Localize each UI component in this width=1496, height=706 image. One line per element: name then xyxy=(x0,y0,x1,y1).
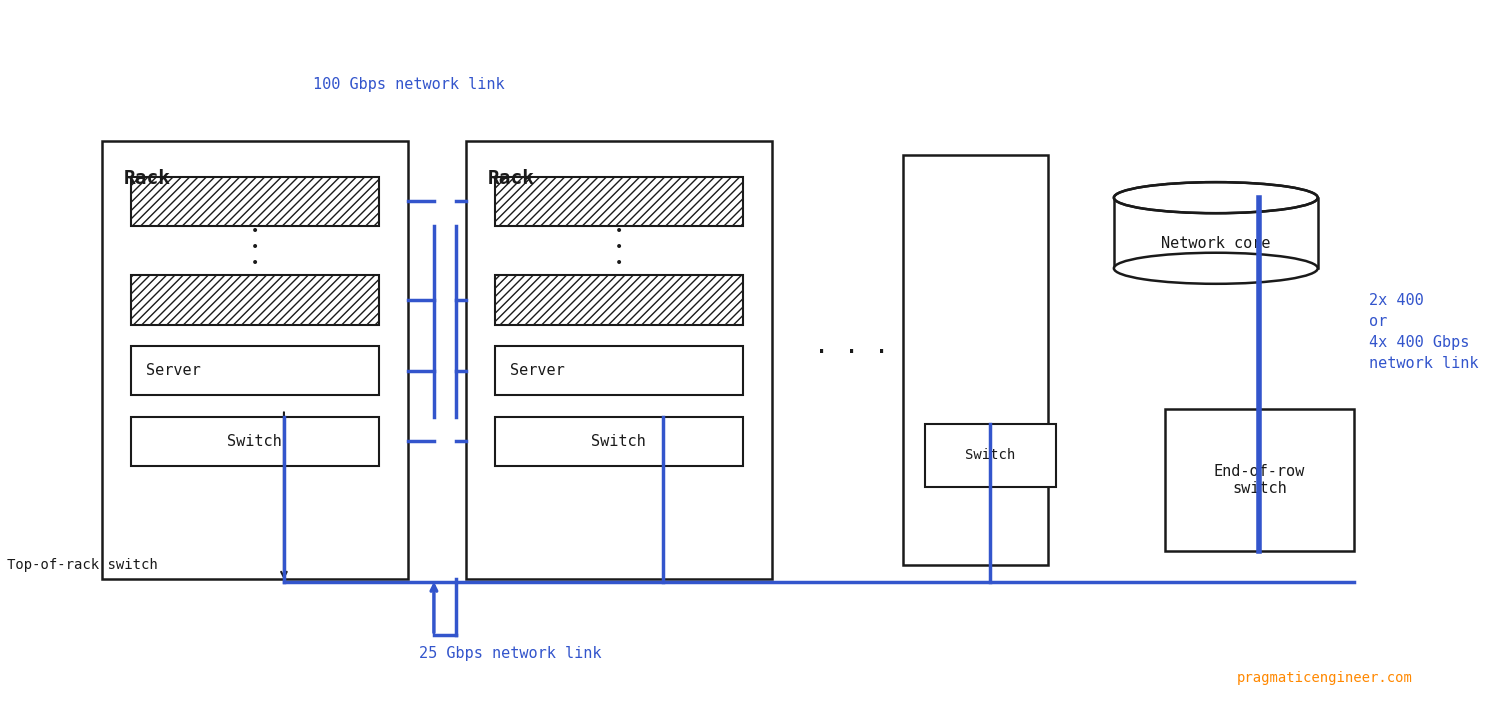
Text: •
•
•: • • • xyxy=(251,224,259,270)
Bar xyxy=(1115,198,1318,268)
Ellipse shape xyxy=(1118,184,1315,212)
Ellipse shape xyxy=(1115,253,1318,284)
FancyBboxPatch shape xyxy=(925,424,1056,487)
Text: pragmaticengineer.com: pragmaticengineer.com xyxy=(1237,671,1412,685)
Text: 2x 400
or
4x 400 Gbps
network link: 2x 400 or 4x 400 Gbps network link xyxy=(1369,293,1478,371)
Text: End-of-row
switch: End-of-row switch xyxy=(1213,464,1305,496)
Text: Network core: Network core xyxy=(1161,236,1270,251)
Ellipse shape xyxy=(1115,182,1318,213)
FancyBboxPatch shape xyxy=(495,275,742,325)
Text: · · ·: · · · xyxy=(814,341,889,365)
Text: Top-of-rack switch: Top-of-rack switch xyxy=(7,558,159,572)
FancyBboxPatch shape xyxy=(495,417,742,466)
Text: Rack: Rack xyxy=(124,169,171,189)
FancyBboxPatch shape xyxy=(902,155,1049,565)
FancyBboxPatch shape xyxy=(1165,409,1354,551)
FancyBboxPatch shape xyxy=(132,176,378,226)
FancyBboxPatch shape xyxy=(495,346,742,395)
Text: Switch: Switch xyxy=(227,433,283,449)
Text: Rack: Rack xyxy=(488,169,534,189)
Text: 25 Gbps network link: 25 Gbps network link xyxy=(419,645,601,661)
FancyBboxPatch shape xyxy=(132,417,378,466)
Text: Server: Server xyxy=(510,363,564,378)
Text: Switch: Switch xyxy=(591,433,646,449)
Text: Switch: Switch xyxy=(965,448,1016,462)
FancyBboxPatch shape xyxy=(132,346,378,395)
Text: •
•
•: • • • xyxy=(615,224,622,270)
FancyBboxPatch shape xyxy=(465,141,772,579)
FancyBboxPatch shape xyxy=(495,176,742,226)
FancyBboxPatch shape xyxy=(102,141,408,579)
Text: 100 Gbps network link: 100 Gbps network link xyxy=(313,77,504,92)
FancyBboxPatch shape xyxy=(132,275,378,325)
Text: Server: Server xyxy=(145,363,200,378)
